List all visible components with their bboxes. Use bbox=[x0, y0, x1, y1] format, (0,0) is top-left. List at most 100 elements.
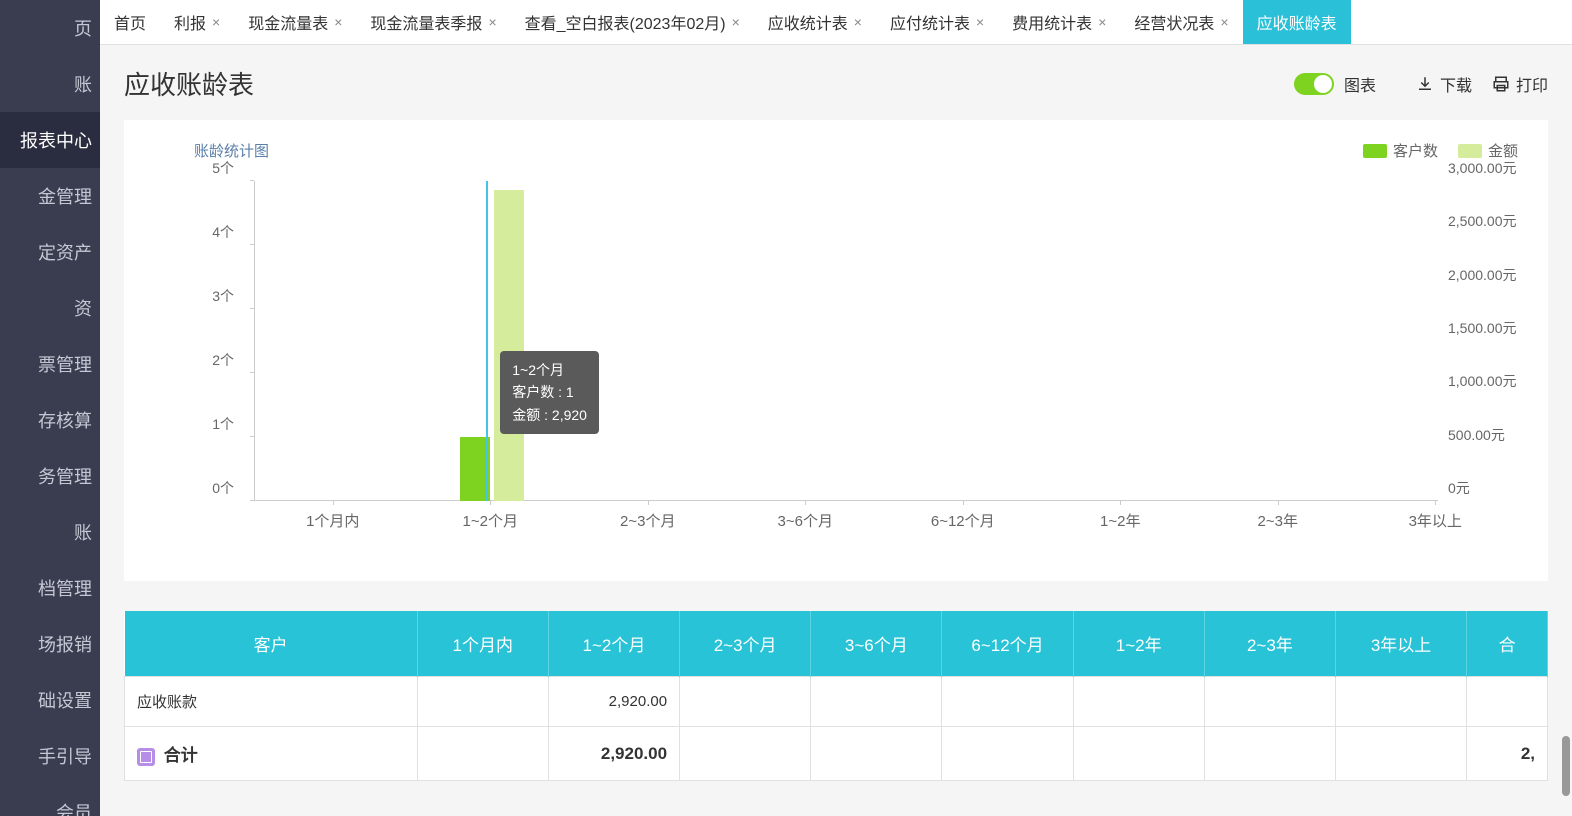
tab-label: 现金流量表 bbox=[248, 10, 328, 34]
table-cell bbox=[942, 727, 1073, 781]
sidebar-item[interactable]: 报表中心 bbox=[0, 112, 100, 168]
x-tick-label: 3~6个月 bbox=[778, 510, 833, 531]
tab[interactable]: 利报× bbox=[160, 0, 234, 44]
toggle-label: 图表 bbox=[1344, 72, 1376, 96]
sidebar-item[interactable]: 务管理 bbox=[0, 448, 100, 504]
y-left-tick-label: 5个 bbox=[212, 158, 234, 178]
tab[interactable]: 首页 bbox=[100, 0, 160, 44]
y-right-tick-label: 1,000.00元 bbox=[1448, 371, 1517, 391]
x-tick-label: 1~2个月 bbox=[463, 510, 518, 531]
table-cell bbox=[1335, 677, 1466, 727]
sidebar-item[interactable]: 会员 bbox=[0, 784, 100, 816]
x-tick bbox=[963, 501, 964, 505]
sidebar-item[interactable]: 础设置 bbox=[0, 672, 100, 728]
x-tick-label: 1个月内 bbox=[306, 510, 359, 531]
x-tick bbox=[333, 501, 334, 505]
row-label: 应收账款 bbox=[125, 677, 418, 727]
tab-label: 应收统计表 bbox=[768, 10, 848, 34]
table-cell: 2, bbox=[1467, 727, 1548, 781]
tab[interactable]: 应收账龄表 bbox=[1243, 0, 1351, 44]
y-tick bbox=[250, 372, 254, 373]
tab[interactable]: 费用统计表 × bbox=[998, 0, 1120, 44]
table-header: 2~3个月 bbox=[680, 611, 811, 677]
sidebar-item[interactable]: 账 bbox=[0, 56, 100, 112]
table-header: 1~2个月 bbox=[548, 611, 679, 677]
y-tick bbox=[250, 180, 254, 181]
close-icon[interactable]: × bbox=[976, 14, 984, 30]
sidebar-item[interactable]: 手引导 bbox=[0, 728, 100, 784]
y-axis bbox=[254, 181, 255, 501]
y-tick bbox=[250, 500, 254, 501]
sidebar-item[interactable]: 存核算 bbox=[0, 392, 100, 448]
page-header: 应收账龄表 图表 下载 打印 bbox=[100, 45, 1572, 120]
close-icon[interactable]: × bbox=[854, 14, 862, 30]
sidebar-item[interactable]: 档管理 bbox=[0, 560, 100, 616]
tab-label: 现金流量表季报 bbox=[370, 10, 482, 34]
y-right-tick-label: 2,000.00元 bbox=[1448, 265, 1517, 285]
table-header: 1~2年 bbox=[1073, 611, 1204, 677]
download-button[interactable]: 下载 bbox=[1416, 72, 1472, 96]
chart-plot: 1个月内1~2个月2~3个月3~6个月6~12个月1~2年2~3年3年以上1~2… bbox=[254, 181, 1438, 501]
close-icon[interactable]: × bbox=[732, 14, 740, 30]
download-label: 下载 bbox=[1440, 72, 1472, 96]
sidebar-item[interactable]: 金管理 bbox=[0, 168, 100, 224]
y-tick bbox=[250, 244, 254, 245]
y-left-tick-label: 3个 bbox=[212, 286, 234, 306]
tab-label: 费用统计表 bbox=[1012, 10, 1092, 34]
y-left-tick-label: 1个 bbox=[212, 414, 234, 434]
tab[interactable]: 应付统计表 × bbox=[876, 0, 998, 44]
sidebar-item[interactable]: 资 bbox=[0, 280, 100, 336]
close-icon[interactable]: × bbox=[334, 14, 342, 30]
legend-label: 客户数 bbox=[1393, 140, 1438, 161]
print-button[interactable]: 打印 bbox=[1492, 72, 1548, 96]
table-cell bbox=[1335, 727, 1466, 781]
tab-label: 应付统计表 bbox=[890, 10, 970, 34]
chart-toggle[interactable] bbox=[1294, 73, 1334, 95]
x-tick bbox=[1435, 501, 1436, 505]
tab[interactable]: 应收统计表 × bbox=[754, 0, 876, 44]
table-cell bbox=[417, 677, 548, 727]
tab[interactable]: 查看_空白报表(2023年02月)× bbox=[511, 0, 754, 44]
table-header: 客户 bbox=[125, 611, 418, 677]
close-icon[interactable]: × bbox=[1220, 14, 1228, 30]
x-tick-label: 1~2年 bbox=[1100, 510, 1140, 531]
chart-title: 账龄统计图 bbox=[194, 140, 1518, 161]
page-title: 应收账龄表 bbox=[124, 65, 1294, 102]
x-tick-label: 6~12个月 bbox=[931, 510, 995, 531]
close-icon[interactable]: × bbox=[1098, 14, 1106, 30]
table-header: 1个月内 bbox=[417, 611, 548, 677]
legend-swatch bbox=[1458, 144, 1482, 158]
close-icon[interactable]: × bbox=[488, 14, 496, 30]
sidebar-item[interactable]: 定资产 bbox=[0, 224, 100, 280]
table-cell bbox=[811, 677, 942, 727]
sidebar: 页账报表中心金管理定资产资票管理存核算务管理账档管理场报销础设置手引导会员 bbox=[0, 0, 100, 816]
tab[interactable]: 现金流量表 × bbox=[234, 0, 356, 44]
x-tick bbox=[490, 501, 491, 505]
sidebar-item[interactable]: 票管理 bbox=[0, 336, 100, 392]
sidebar-item[interactable]: 账 bbox=[0, 504, 100, 560]
table-cell bbox=[680, 727, 811, 781]
print-icon bbox=[1492, 75, 1510, 93]
y-right-tick-label: 500.00元 bbox=[1448, 425, 1505, 445]
scroll-indicator[interactable] bbox=[1562, 736, 1570, 796]
table-total-row: 合计2,920.002, bbox=[125, 727, 1548, 781]
table-cell bbox=[680, 677, 811, 727]
close-icon[interactable]: × bbox=[212, 14, 220, 30]
sidebar-item[interactable]: 页 bbox=[0, 0, 100, 56]
y-right-tick-label: 3,000.00元 bbox=[1448, 158, 1517, 178]
table-cell bbox=[1467, 677, 1548, 727]
legend-item[interactable]: 客户数 bbox=[1363, 140, 1438, 161]
table-header: 2~3年 bbox=[1204, 611, 1335, 677]
bar-amount[interactable] bbox=[494, 190, 524, 501]
tab-label: 应收账龄表 bbox=[1257, 10, 1337, 34]
x-tick bbox=[805, 501, 806, 505]
table-cell: 2,920.00 bbox=[548, 677, 679, 727]
tab[interactable]: 经营状况表× bbox=[1120, 0, 1242, 44]
x-tick bbox=[1120, 501, 1121, 505]
table-cell bbox=[942, 677, 1073, 727]
tab[interactable]: 现金流量表季报 × bbox=[356, 0, 510, 44]
print-label: 打印 bbox=[1516, 72, 1548, 96]
y-right-tick-label: 2,500.00元 bbox=[1448, 211, 1517, 231]
y-right-tick-label: 0元 bbox=[1448, 478, 1470, 498]
sidebar-item[interactable]: 场报销 bbox=[0, 616, 100, 672]
